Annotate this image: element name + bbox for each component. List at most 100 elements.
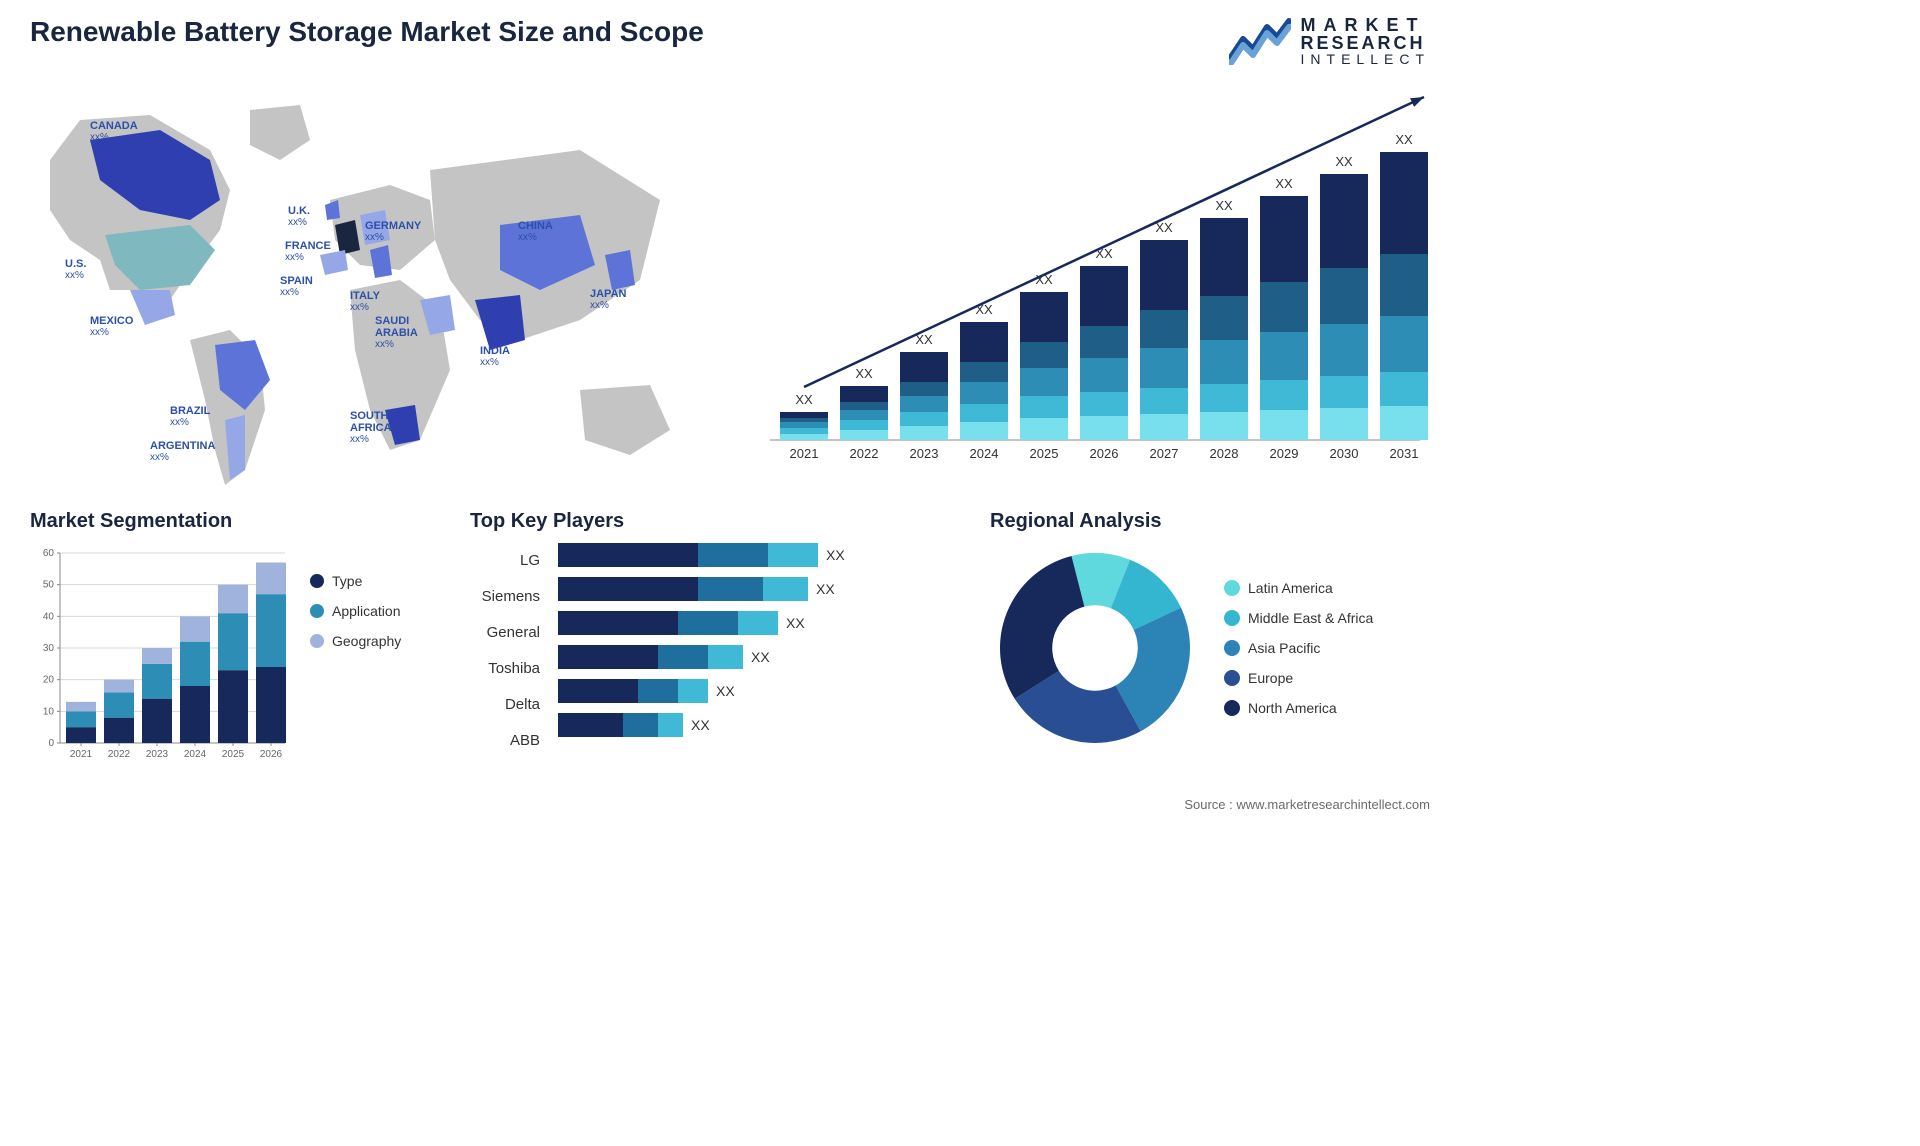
map-label-argentina: ARGENTINAxx% <box>150 440 215 463</box>
svg-text:2026: 2026 <box>1090 446 1119 461</box>
svg-text:2021: 2021 <box>790 446 819 461</box>
player-bar-segment <box>678 611 738 635</box>
player-value-label: XX <box>826 547 845 563</box>
map-label-germany: GERMANYxx% <box>365 220 421 243</box>
region-donut-chart <box>990 543 1200 753</box>
svg-text:2021: 2021 <box>70 749 93 760</box>
player-bar-row: XX <box>558 611 970 635</box>
player-bar-segment <box>558 679 638 703</box>
player-bar-segment <box>558 611 678 635</box>
svg-text:2028: 2028 <box>1210 446 1239 461</box>
player-label: LG <box>520 549 540 573</box>
region-legend-item: Latin America <box>1224 580 1373 596</box>
legend-dot-icon <box>310 574 324 588</box>
player-bar-segment <box>698 543 768 567</box>
logo-mark-icon <box>1229 17 1291 65</box>
map-label-mexico: MEXICOxx% <box>90 315 133 338</box>
player-bar-segment <box>638 679 678 703</box>
segmentation-legend-item: Type <box>310 573 401 589</box>
player-bar-segment <box>768 543 818 567</box>
player-label: Delta <box>505 693 540 717</box>
legend-dot-icon <box>310 604 324 618</box>
svg-text:2022: 2022 <box>108 749 131 760</box>
region-panel: Regional Analysis Latin America Middle Ea… <box>990 510 1430 763</box>
player-value-label: XX <box>751 649 770 665</box>
player-bar-row: XX <box>558 679 970 703</box>
player-bar-row: XX <box>558 645 970 669</box>
player-bar-segment <box>698 577 763 601</box>
source-attribution: Source : www.marketresearchintellect.com <box>1184 797 1430 812</box>
svg-text:2027: 2027 <box>1150 446 1179 461</box>
legend-dot-icon <box>1224 640 1240 656</box>
svg-text:0: 0 <box>48 738 54 749</box>
players-panel: Top Key Players LG Siemens General Toshiba D… <box>470 510 970 763</box>
region-title: Regional Analysis <box>990 510 1430 533</box>
map-label-china: CHINAxx% <box>518 220 553 243</box>
world-map-panel: CANADAxx%U.S.xx%MEXICOxx%BRAZILxx%ARGENT… <box>20 90 720 490</box>
segmentation-legend-item: Application <box>310 603 401 619</box>
map-label-south-africa: SOUTHAFRICAxx% <box>350 410 392 445</box>
map-label-india: INDIAxx% <box>480 345 510 368</box>
legend-label: Application <box>332 603 401 619</box>
legend-dot-icon <box>310 634 324 648</box>
page-title: Renewable Battery Storage Market Size an… <box>30 16 704 48</box>
player-label: ABB <box>510 729 540 753</box>
player-bar <box>558 577 808 601</box>
svg-text:2026: 2026 <box>260 749 283 760</box>
map-label-france: FRANCExx% <box>285 240 331 263</box>
svg-text:XX: XX <box>1215 198 1233 213</box>
player-bar-segment <box>763 577 808 601</box>
players-bars: XX XX XX XX XX XX <box>558 543 970 753</box>
brand-logo: MARKET RESEARCH INTELLECT <box>1229 16 1430 66</box>
map-label-u-k-: U.K.xx% <box>288 205 310 228</box>
legend-label: Asia Pacific <box>1248 640 1320 656</box>
players-title: Top Key Players <box>470 510 970 533</box>
segmentation-legend: Type Application Geography <box>310 573 401 763</box>
player-label: Toshiba <box>488 657 540 681</box>
logo-text-2: RESEARCH <box>1301 34 1430 52</box>
region-legend-item: North America <box>1224 700 1373 716</box>
legend-dot-icon <box>1224 610 1240 626</box>
player-bar <box>558 679 708 703</box>
legend-label: Middle East & Africa <box>1248 610 1373 626</box>
players-labels: LG Siemens General Toshiba Delta ABB <box>470 543 540 753</box>
svg-text:2024: 2024 <box>184 749 207 760</box>
player-value-label: XX <box>816 581 835 597</box>
svg-text:XX: XX <box>1395 132 1413 147</box>
map-label-italy: ITALYxx% <box>350 290 380 313</box>
player-bar-segment <box>708 645 743 669</box>
legend-label: Geography <box>332 633 401 649</box>
svg-text:2030: 2030 <box>1330 446 1359 461</box>
player-value-label: XX <box>786 615 805 631</box>
segmentation-title: Market Segmentation <box>30 510 450 533</box>
legend-label: Latin America <box>1248 580 1333 596</box>
player-bar <box>558 543 818 567</box>
svg-text:2025: 2025 <box>1030 446 1059 461</box>
region-legend-item: Middle East & Africa <box>1224 610 1373 626</box>
region-legend-item: Europe <box>1224 670 1373 686</box>
svg-text:XX: XX <box>1335 154 1353 169</box>
player-bar-segment <box>558 543 698 567</box>
svg-text:20: 20 <box>43 675 55 686</box>
svg-text:XX: XX <box>1275 176 1293 191</box>
svg-text:XX: XX <box>855 366 873 381</box>
map-label-canada: CANADAxx% <box>90 120 138 143</box>
player-bar-segment <box>558 645 658 669</box>
map-label-brazil: BRAZILxx% <box>170 405 210 428</box>
legend-label: Type <box>332 573 362 589</box>
svg-text:60: 60 <box>43 548 55 559</box>
player-label: General <box>487 621 540 645</box>
svg-text:30: 30 <box>43 643 55 654</box>
map-label-spain: SPAINxx% <box>280 275 313 298</box>
legend-label: North America <box>1248 700 1337 716</box>
player-bar-row: XX <box>558 577 970 601</box>
player-label: Siemens <box>482 585 540 609</box>
growth-bar-chart: XX2021XX2022XX2023XX2024XX2025XX2026XX20… <box>750 90 1430 480</box>
player-value-label: XX <box>716 683 735 699</box>
player-bar-segment <box>658 713 683 737</box>
region-legend-item: Asia Pacific <box>1224 640 1373 656</box>
player-bar-row: XX <box>558 713 970 737</box>
legend-label: Europe <box>1248 670 1293 686</box>
player-bar-segment <box>678 679 708 703</box>
segmentation-bar-chart: 0102030405060202120222023202420252026 <box>30 543 290 763</box>
